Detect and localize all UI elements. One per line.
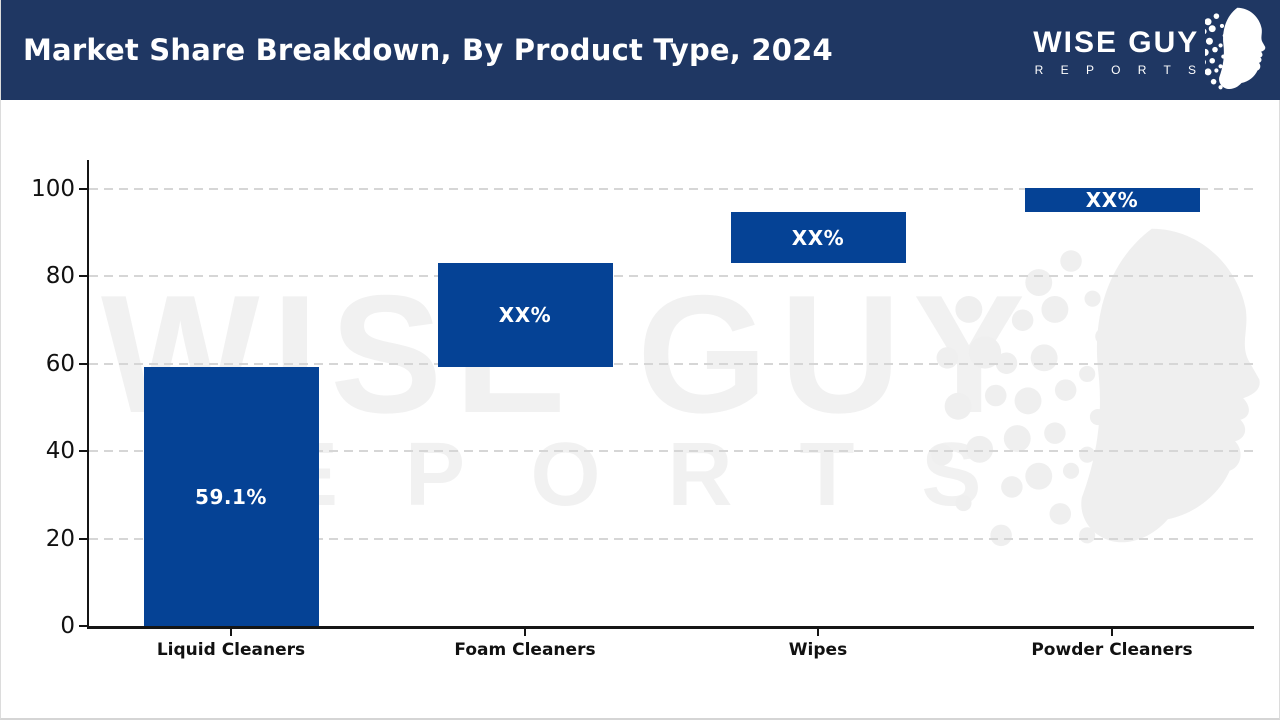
wiseguy-logo: WISE GUY R E P O R T S (1030, 5, 1271, 97)
gridline (89, 362, 1254, 365)
x-tick-label: Wipes (788, 640, 848, 660)
logo-face-icon (1205, 5, 1271, 97)
y-axis-tick (79, 625, 88, 627)
header-bar: Market Share Breakdown, By Product Type,… (1, 0, 1280, 100)
x-axis-tick (524, 629, 526, 636)
y-axis-tick (79, 537, 88, 540)
gridline (89, 450, 1254, 452)
x-axis-line (87, 626, 1254, 629)
y-axis-tick (79, 362, 88, 365)
bar-segment: XX% (437, 262, 613, 368)
bars-layer: 59.1% XX% XX% XX% (1, 100, 1280, 718)
x-axis-tick (1111, 629, 1113, 636)
x-tick-label: Foam Cleaners (454, 640, 596, 660)
y-tick-label: 80 (45, 263, 75, 289)
page-title: Market Share Breakdown, By Product Type,… (23, 33, 833, 67)
y-tick-label: 60 (45, 350, 75, 377)
y-tick-label: 0 (60, 613, 75, 639)
chart-area: WISE GUY R E P O R T S (1, 100, 1280, 718)
x-tick-label: Powder Cleaners (1031, 640, 1193, 660)
bar-value-label: XX% (498, 303, 552, 328)
grid-layer (1, 100, 1280, 718)
axis-layer: 0 20 40 60 80 100 Liquid Cleaners Foam Cleaners… (1, 100, 1280, 718)
bar-segment: XX% (730, 212, 906, 263)
y-tick-label: 100 (31, 175, 75, 202)
x-tick-label: Liquid Cleaners (156, 640, 306, 660)
logo-wordmark-main: WISE GUY (1033, 25, 1200, 59)
bar-segment: 59.1% (143, 367, 319, 626)
logo-wordmark: WISE GUY R E P O R T S (1030, 26, 1203, 77)
y-tick-label: 20 (45, 525, 75, 552)
y-axis-tick (79, 450, 88, 452)
bar-value-label: 59.1% (195, 484, 267, 509)
y-axis-tick (79, 187, 88, 190)
gridline (89, 187, 1254, 190)
logo-wordmark-sub: R E P O R T S (1034, 62, 1203, 77)
gridline (89, 275, 1254, 277)
y-axis-tick (79, 275, 88, 277)
watermark-face-icon (931, 218, 1280, 577)
bar-value-label: XX% (1085, 187, 1139, 212)
bar-segment: XX% (1024, 187, 1200, 213)
gridline (89, 537, 1254, 540)
y-tick-label: 40 (45, 438, 75, 464)
x-axis-tick (817, 629, 819, 636)
bar-value-label: XX% (791, 225, 845, 250)
y-axis-line (87, 160, 89, 629)
x-axis-tick (230, 629, 232, 636)
